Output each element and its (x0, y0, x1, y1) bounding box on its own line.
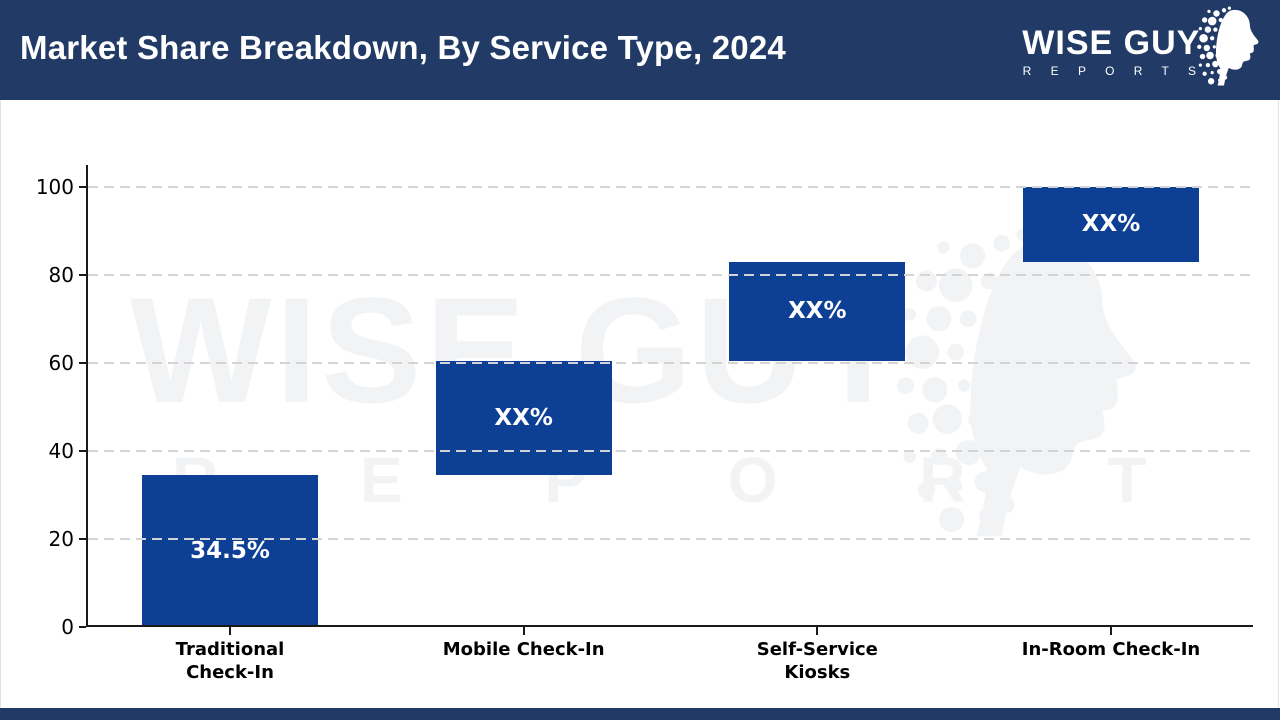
gridline-100 (88, 186, 1253, 188)
bar-value-label: 34.5% (190, 538, 270, 565)
x-axis-line (86, 625, 1253, 627)
y-tick-60 (79, 362, 86, 364)
page-title: Market Share Breakdown, By Service Type,… (20, 29, 786, 66)
wiseguy-logo-text: WISE GUY R E P O R T S (1019, 26, 1204, 77)
y-tick-label-80: 80 (48, 263, 74, 287)
y-tick-label-60: 60 (48, 351, 74, 375)
y-tick-0 (79, 626, 86, 628)
category-label: In-Room Check-In (1021, 639, 1201, 660)
wiseguy-logo: WISE GUY R E P O R T S (1019, 6, 1266, 92)
gridline-20 (88, 538, 1253, 540)
y-tick-label-0: 0 (61, 615, 74, 639)
category-label: Mobile Check-In (442, 639, 605, 660)
y-axis-line (86, 165, 88, 627)
gridline-80 (88, 274, 1253, 276)
y-tick-100 (79, 186, 86, 188)
gridline-40 (88, 450, 1253, 452)
y-tick-label-20: 20 (48, 527, 74, 551)
category-label: Traditional Check-In (175, 639, 285, 683)
right-border (1278, 100, 1279, 708)
y-tick-20 (79, 538, 86, 540)
x-tick-0 (229, 627, 231, 635)
category-label: Self-Service Kiosks (756, 639, 878, 683)
bar-segment: XX% (435, 360, 612, 476)
y-tick-label-100: 100 (35, 175, 74, 199)
header: Market Share Breakdown, By Service Type,… (0, 0, 1280, 100)
plot-area: 0 20 40 60 80 100 34.5% Traditional Check-In XX%… (36, 165, 1253, 683)
wiseguy-head-icon (1197, 6, 1259, 86)
bar-value-label: XX% (788, 298, 847, 325)
x-tick-1 (522, 627, 525, 635)
y-tick-80 (79, 274, 86, 276)
bar-value-label: XX% (1081, 211, 1141, 238)
bar-value-label: XX% (494, 404, 553, 431)
wiseguy-logo-subtitle: R E P O R T S (1022, 63, 1204, 78)
left-border (0, 100, 1, 708)
y-tick-label-40: 40 (48, 439, 74, 463)
x-tick-2 (816, 627, 819, 635)
x-tick-3 (1110, 627, 1112, 635)
y-tick-40 (79, 450, 86, 452)
wiseguy-logo-name: WISE GUY (1022, 23, 1201, 62)
bar-segment: XX% (729, 261, 906, 361)
bar-segment: 34.5% (142, 475, 318, 627)
gridline-60 (88, 362, 1253, 364)
bar-segment: XX% (1023, 187, 1199, 262)
footer-bar (0, 708, 1280, 720)
